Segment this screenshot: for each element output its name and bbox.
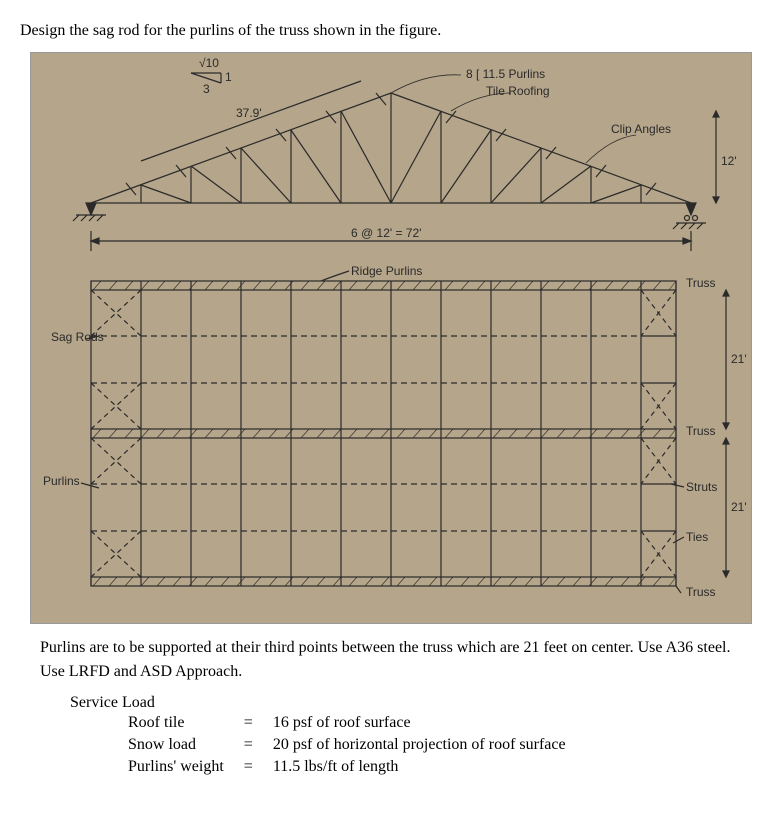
elevation-view: √10 1 3 37.9' 8 [ 11.5 Purlins Tile Roof… xyxy=(73,56,737,251)
truss-label-1: Truss xyxy=(686,276,716,290)
slope-hyp: √10 xyxy=(199,56,219,70)
ties-label: Ties xyxy=(686,530,708,544)
plan-view: Ridge Purlins Truss Truss Truss Sag Rods… xyxy=(43,264,747,599)
load-name: Purlins' weight xyxy=(120,756,232,778)
ridge-label: Ridge Purlins xyxy=(351,264,422,278)
span-dim: 6 @ 12' = 72' xyxy=(351,226,421,240)
load-value: 20 psf of horizontal projection of roof … xyxy=(265,734,574,756)
load-row: Purlins' weight = 11.5 lbs/ft of length xyxy=(120,756,574,778)
load-name: Snow load xyxy=(120,734,232,756)
description-text: Purlins are to be supported at their thi… xyxy=(40,636,742,684)
bay-dim-2: 21' xyxy=(731,500,747,514)
equals-sign: = xyxy=(232,756,265,778)
clip-label: Clip Angles xyxy=(611,122,671,136)
roofing-label: Tile Roofing xyxy=(486,84,550,98)
truss-label-3: Truss xyxy=(686,585,716,599)
load-value: 16 psf of roof surface xyxy=(265,712,574,734)
equals-sign: = xyxy=(232,712,265,734)
truss-figure: √10 1 3 37.9' 8 [ 11.5 Purlins Tile Roof… xyxy=(30,52,752,624)
slope-run: 3 xyxy=(203,82,210,96)
load-value: 11.5 lbs/ft of length xyxy=(265,756,574,778)
height-dim: 12' xyxy=(721,154,737,168)
problem-statement: Design the sag rod for the purlins of th… xyxy=(20,20,762,42)
rafter-length: 37.9' xyxy=(236,106,262,120)
purlin-label: 8 [ 11.5 Purlins xyxy=(466,67,545,81)
equals-sign: = xyxy=(232,734,265,756)
slope-rise: 1 xyxy=(225,70,232,84)
service-load-heading: Service Load xyxy=(70,694,762,712)
truss-label-2: Truss xyxy=(686,424,716,438)
bay-dim-1: 21' xyxy=(731,352,747,366)
service-loads-table: Roof tile = 16 psf of roof surface Snow … xyxy=(120,712,574,778)
struts-label: Struts xyxy=(686,480,717,494)
purlins-label: Purlins xyxy=(43,474,80,488)
load-row: Roof tile = 16 psf of roof surface xyxy=(120,712,574,734)
load-name: Roof tile xyxy=(120,712,232,734)
load-row: Snow load = 20 psf of horizontal project… xyxy=(120,734,574,756)
